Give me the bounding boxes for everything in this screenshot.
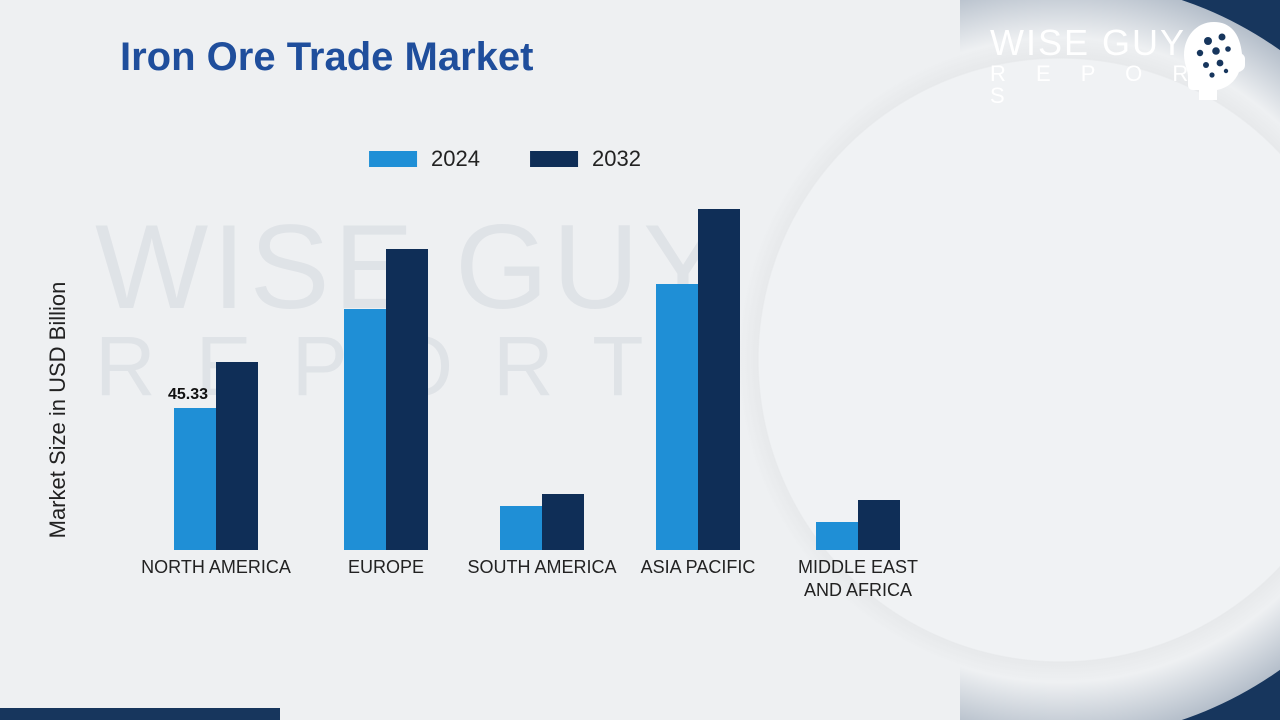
brand-head-icon (1178, 19, 1250, 105)
bar (386, 249, 428, 550)
x-axis: NORTH AMERICA EUROPE SOUTH AMERICA ASIA PAC… (128, 550, 940, 670)
bar (858, 500, 900, 550)
chart-title: Iron Ore Trade Market (120, 35, 533, 80)
bar (174, 408, 216, 550)
bar (500, 506, 542, 550)
bar-group (500, 494, 584, 550)
bar (656, 284, 698, 550)
bar-group (656, 209, 740, 550)
legend-item: 2024 (369, 146, 480, 172)
category-label: SOUTH AMERICA (467, 556, 617, 579)
legend-label: 2032 (592, 146, 641, 172)
slide-canvas: WISE GUY REPORTS Iron Ore Trade Market W… (0, 0, 1280, 720)
legend-swatch (530, 151, 578, 167)
bar (344, 309, 386, 550)
value-label: 45.33 (168, 386, 208, 404)
bottom-accent-bar (0, 708, 280, 720)
legend-item: 2032 (530, 146, 641, 172)
brand-logo: WISE GUY R E P O R T S (990, 25, 1250, 107)
y-axis-label: Market Size in USD Billion (45, 282, 71, 539)
legend-label: 2024 (431, 146, 480, 172)
category-label: EUROPE (311, 556, 461, 579)
category-label: MIDDLE EAST AND AFRICA (783, 556, 933, 601)
category-label: NORTH AMERICA (141, 556, 291, 579)
bar (816, 522, 858, 550)
bar (698, 209, 740, 550)
chart-legend: 2024 2032 (369, 146, 641, 172)
plot-area: 45.33 (128, 190, 940, 550)
bar (216, 362, 258, 550)
category-label: ASIA PACIFIC (623, 556, 773, 579)
bar-group (344, 249, 428, 550)
legend-swatch (369, 151, 417, 167)
bar-group (816, 500, 900, 550)
bar-chart: Market Size in USD Billion 2024 2032 45.… (70, 150, 940, 670)
bar (542, 494, 584, 550)
